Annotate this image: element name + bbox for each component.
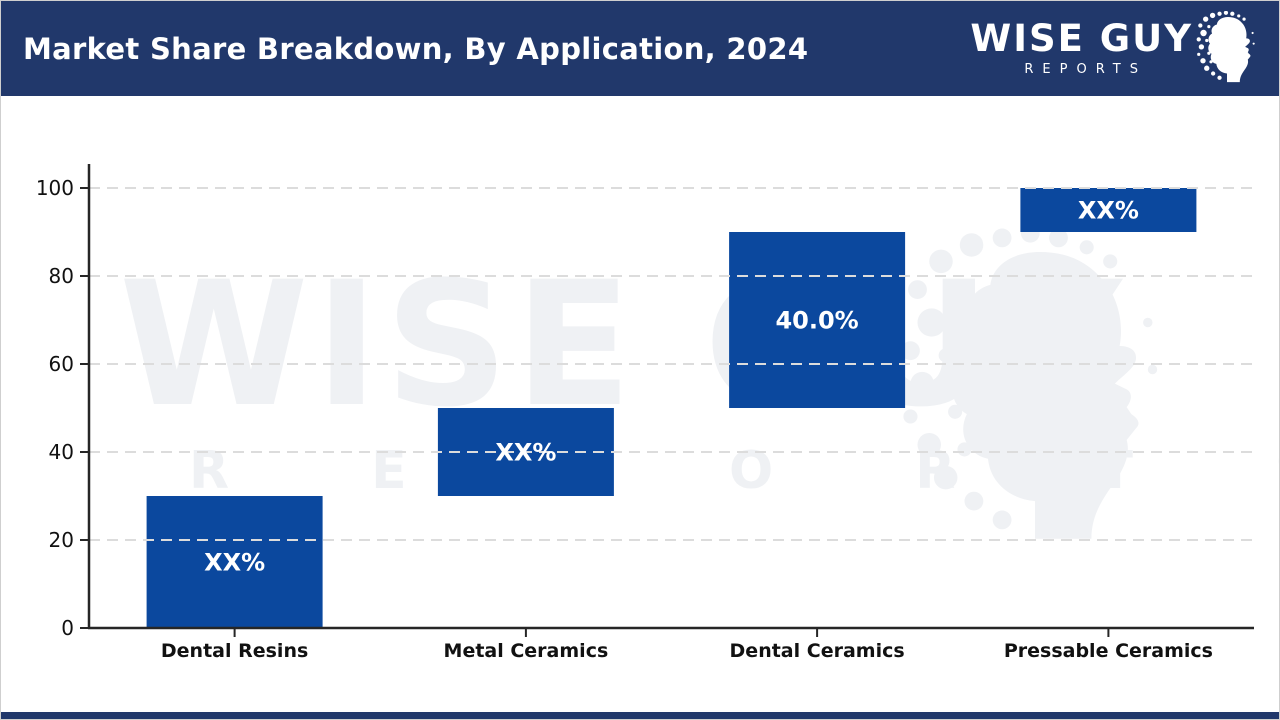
bar-segment — [729, 232, 906, 408]
bar-segment — [146, 496, 323, 628]
y-tick-label: 0 — [61, 616, 74, 640]
y-tick-label: 100 — [36, 176, 74, 200]
x-category-label: Pressable Ceramics — [1004, 640, 1213, 662]
x-category-label: Dental Resins — [161, 640, 308, 662]
logo-subtext: REPORTS — [1024, 62, 1147, 77]
bar-label: XX% — [204, 548, 265, 576]
y-tick-label: 80 — [49, 264, 74, 288]
wiseguy-logo: WISE GUY REPORTS — [970, 10, 1259, 87]
y-tick-label: 20 — [49, 528, 74, 552]
logo-wordmark: WISE GUY — [970, 17, 1193, 60]
header-bar: Market Share Breakdown, By Application, … — [1, 1, 1279, 96]
bar-label: 40.0% — [775, 306, 858, 334]
logo-head-icon — [1196, 10, 1255, 82]
bar-segment — [1020, 188, 1197, 232]
chart-title: Market Share Breakdown, By Application, … — [23, 31, 809, 66]
bar-label: XX% — [1078, 196, 1139, 224]
x-category-label: Metal Ceramics — [444, 640, 609, 662]
y-tick-label: 60 — [49, 352, 74, 376]
y-tick-label: 40 — [49, 440, 74, 464]
footer-bar — [1, 712, 1279, 719]
bar-label: XX% — [495, 438, 556, 466]
x-category-label: Dental Ceramics — [730, 640, 905, 662]
